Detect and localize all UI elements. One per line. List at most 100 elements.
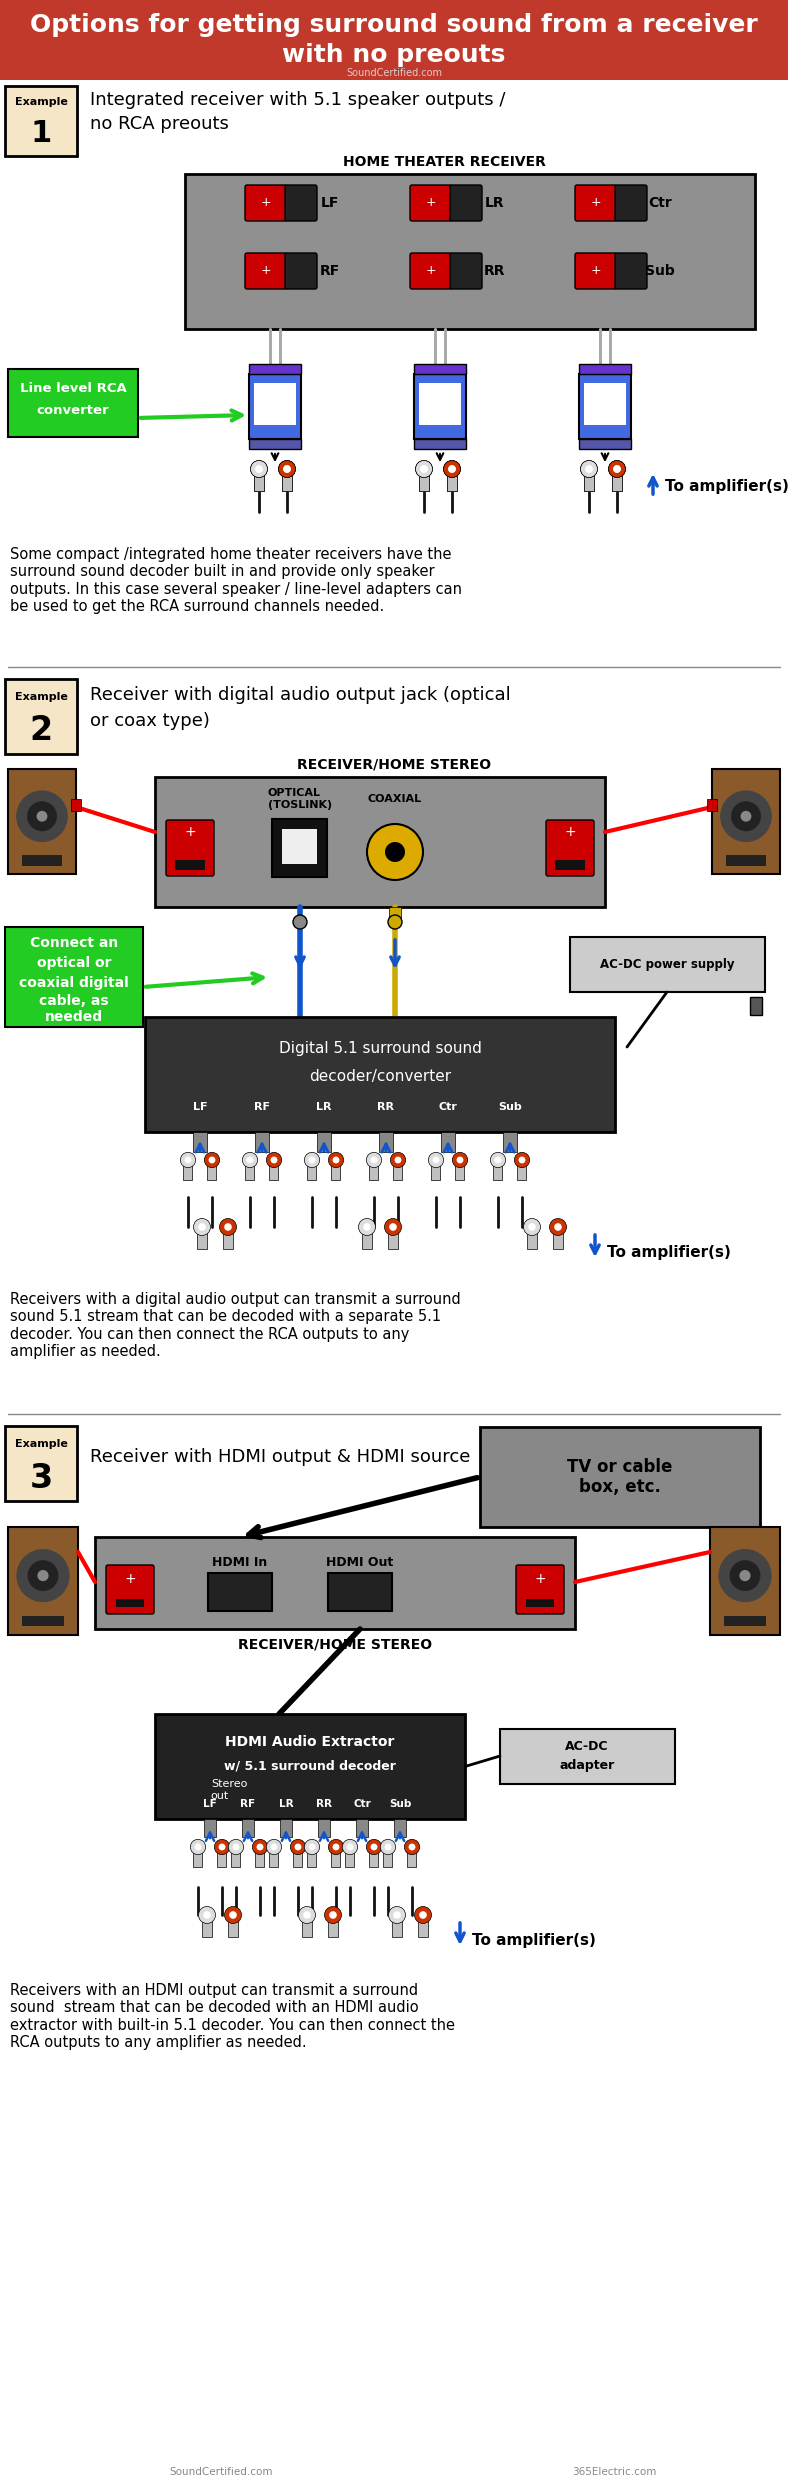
Circle shape (739, 1571, 751, 1581)
Text: To amplifier(s): To amplifier(s) (665, 481, 788, 496)
Text: LF: LF (203, 1798, 217, 1810)
FancyBboxPatch shape (71, 799, 81, 812)
FancyBboxPatch shape (5, 926, 143, 1026)
FancyBboxPatch shape (307, 1848, 317, 1868)
FancyBboxPatch shape (194, 1848, 203, 1868)
Text: LR: LR (485, 197, 505, 209)
Text: 1: 1 (31, 120, 52, 149)
Text: Stereo
out: Stereo out (211, 1780, 247, 1800)
Text: Ctr: Ctr (648, 197, 672, 209)
FancyBboxPatch shape (418, 1915, 428, 1937)
FancyBboxPatch shape (575, 254, 617, 289)
Circle shape (27, 802, 57, 832)
FancyBboxPatch shape (579, 374, 631, 438)
Circle shape (225, 1907, 241, 1922)
Circle shape (366, 1840, 381, 1855)
Text: SoundCertified.com: SoundCertified.com (169, 2468, 273, 2478)
FancyBboxPatch shape (282, 829, 317, 864)
Circle shape (448, 466, 455, 473)
Circle shape (366, 1153, 381, 1168)
FancyBboxPatch shape (612, 468, 622, 491)
FancyBboxPatch shape (527, 1228, 537, 1250)
Text: +: + (125, 1571, 136, 1586)
FancyBboxPatch shape (280, 1820, 292, 1838)
Circle shape (299, 1907, 315, 1922)
FancyBboxPatch shape (254, 468, 264, 491)
Circle shape (719, 1549, 771, 1601)
FancyBboxPatch shape (317, 1133, 331, 1153)
FancyBboxPatch shape (518, 1160, 526, 1180)
Circle shape (243, 1153, 258, 1168)
Circle shape (214, 1840, 229, 1855)
FancyBboxPatch shape (410, 254, 452, 289)
FancyBboxPatch shape (419, 468, 429, 491)
Text: Example: Example (14, 692, 68, 702)
Circle shape (608, 461, 626, 478)
FancyBboxPatch shape (5, 1427, 77, 1501)
Circle shape (359, 1218, 376, 1235)
FancyBboxPatch shape (269, 1160, 278, 1180)
Text: Line level RCA: Line level RCA (20, 383, 126, 396)
FancyBboxPatch shape (414, 374, 466, 438)
Text: 365Electric.com: 365Electric.com (572, 2468, 657, 2478)
FancyBboxPatch shape (254, 468, 264, 491)
Text: TV or cable
box, etc.: TV or cable box, etc. (567, 1457, 673, 1496)
Circle shape (255, 466, 263, 473)
FancyBboxPatch shape (328, 1915, 338, 1937)
FancyBboxPatch shape (726, 854, 767, 867)
Circle shape (581, 461, 597, 478)
FancyBboxPatch shape (394, 1820, 406, 1838)
FancyBboxPatch shape (555, 859, 585, 869)
Circle shape (385, 1218, 402, 1235)
FancyBboxPatch shape (197, 1228, 207, 1250)
FancyBboxPatch shape (285, 184, 317, 222)
Text: Sub: Sub (388, 1798, 411, 1810)
Circle shape (195, 1843, 202, 1850)
FancyBboxPatch shape (208, 1574, 272, 1611)
FancyBboxPatch shape (272, 819, 327, 876)
FancyBboxPatch shape (710, 1526, 780, 1636)
Circle shape (613, 466, 621, 473)
Circle shape (415, 461, 433, 478)
FancyBboxPatch shape (388, 1228, 398, 1250)
Text: adapter: adapter (559, 1758, 615, 1770)
Text: optical or: optical or (37, 956, 111, 971)
FancyBboxPatch shape (318, 1820, 330, 1838)
FancyBboxPatch shape (389, 906, 401, 921)
Circle shape (36, 812, 47, 822)
Circle shape (304, 1840, 320, 1855)
Text: COAXIAL: COAXIAL (368, 794, 422, 804)
Text: To amplifier(s): To amplifier(s) (472, 1932, 596, 1947)
Circle shape (17, 1549, 69, 1601)
Text: +: + (261, 197, 271, 209)
Circle shape (232, 1843, 240, 1850)
Circle shape (554, 1223, 562, 1230)
FancyBboxPatch shape (5, 87, 77, 157)
FancyBboxPatch shape (293, 1848, 303, 1868)
Circle shape (252, 1840, 268, 1855)
Text: 3: 3 (29, 1462, 53, 1494)
Circle shape (191, 1840, 206, 1855)
Text: converter: converter (37, 403, 110, 418)
FancyBboxPatch shape (249, 374, 301, 438)
FancyBboxPatch shape (579, 438, 631, 448)
Circle shape (444, 461, 460, 478)
Text: Connect an: Connect an (30, 936, 118, 951)
Circle shape (404, 1840, 420, 1855)
Circle shape (581, 461, 597, 478)
Text: Receivers with an HDMI output can transmit a surround
sound  stream that can be : Receivers with an HDMI output can transm… (10, 1982, 455, 2049)
FancyBboxPatch shape (155, 777, 605, 906)
FancyBboxPatch shape (175, 859, 205, 869)
Text: HDMI Out: HDMI Out (326, 1556, 394, 1569)
Circle shape (325, 1907, 341, 1922)
FancyBboxPatch shape (204, 1820, 216, 1838)
FancyBboxPatch shape (249, 364, 301, 374)
FancyBboxPatch shape (245, 254, 287, 289)
FancyBboxPatch shape (516, 1566, 564, 1614)
FancyBboxPatch shape (410, 184, 452, 222)
FancyBboxPatch shape (166, 819, 214, 876)
Circle shape (270, 1843, 277, 1850)
Circle shape (203, 1912, 211, 1920)
Circle shape (385, 842, 405, 862)
Circle shape (347, 1843, 354, 1850)
